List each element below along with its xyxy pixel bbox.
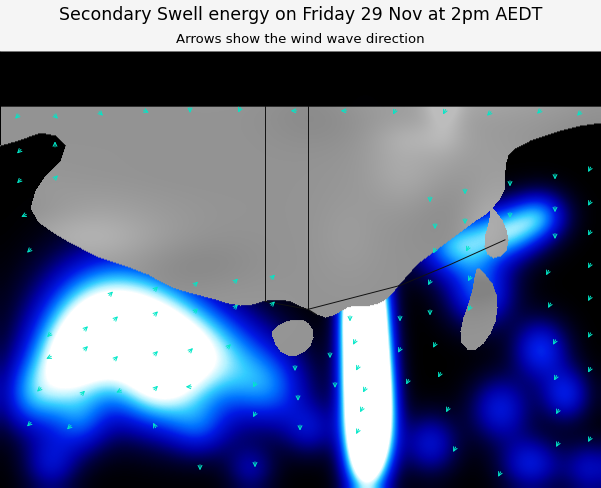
Text: Secondary Swell energy on Friday 29 Nov at 2pm AEDT: Secondary Swell energy on Friday 29 Nov … <box>59 6 542 24</box>
Text: Arrows show the wind wave direction: Arrows show the wind wave direction <box>176 34 425 46</box>
